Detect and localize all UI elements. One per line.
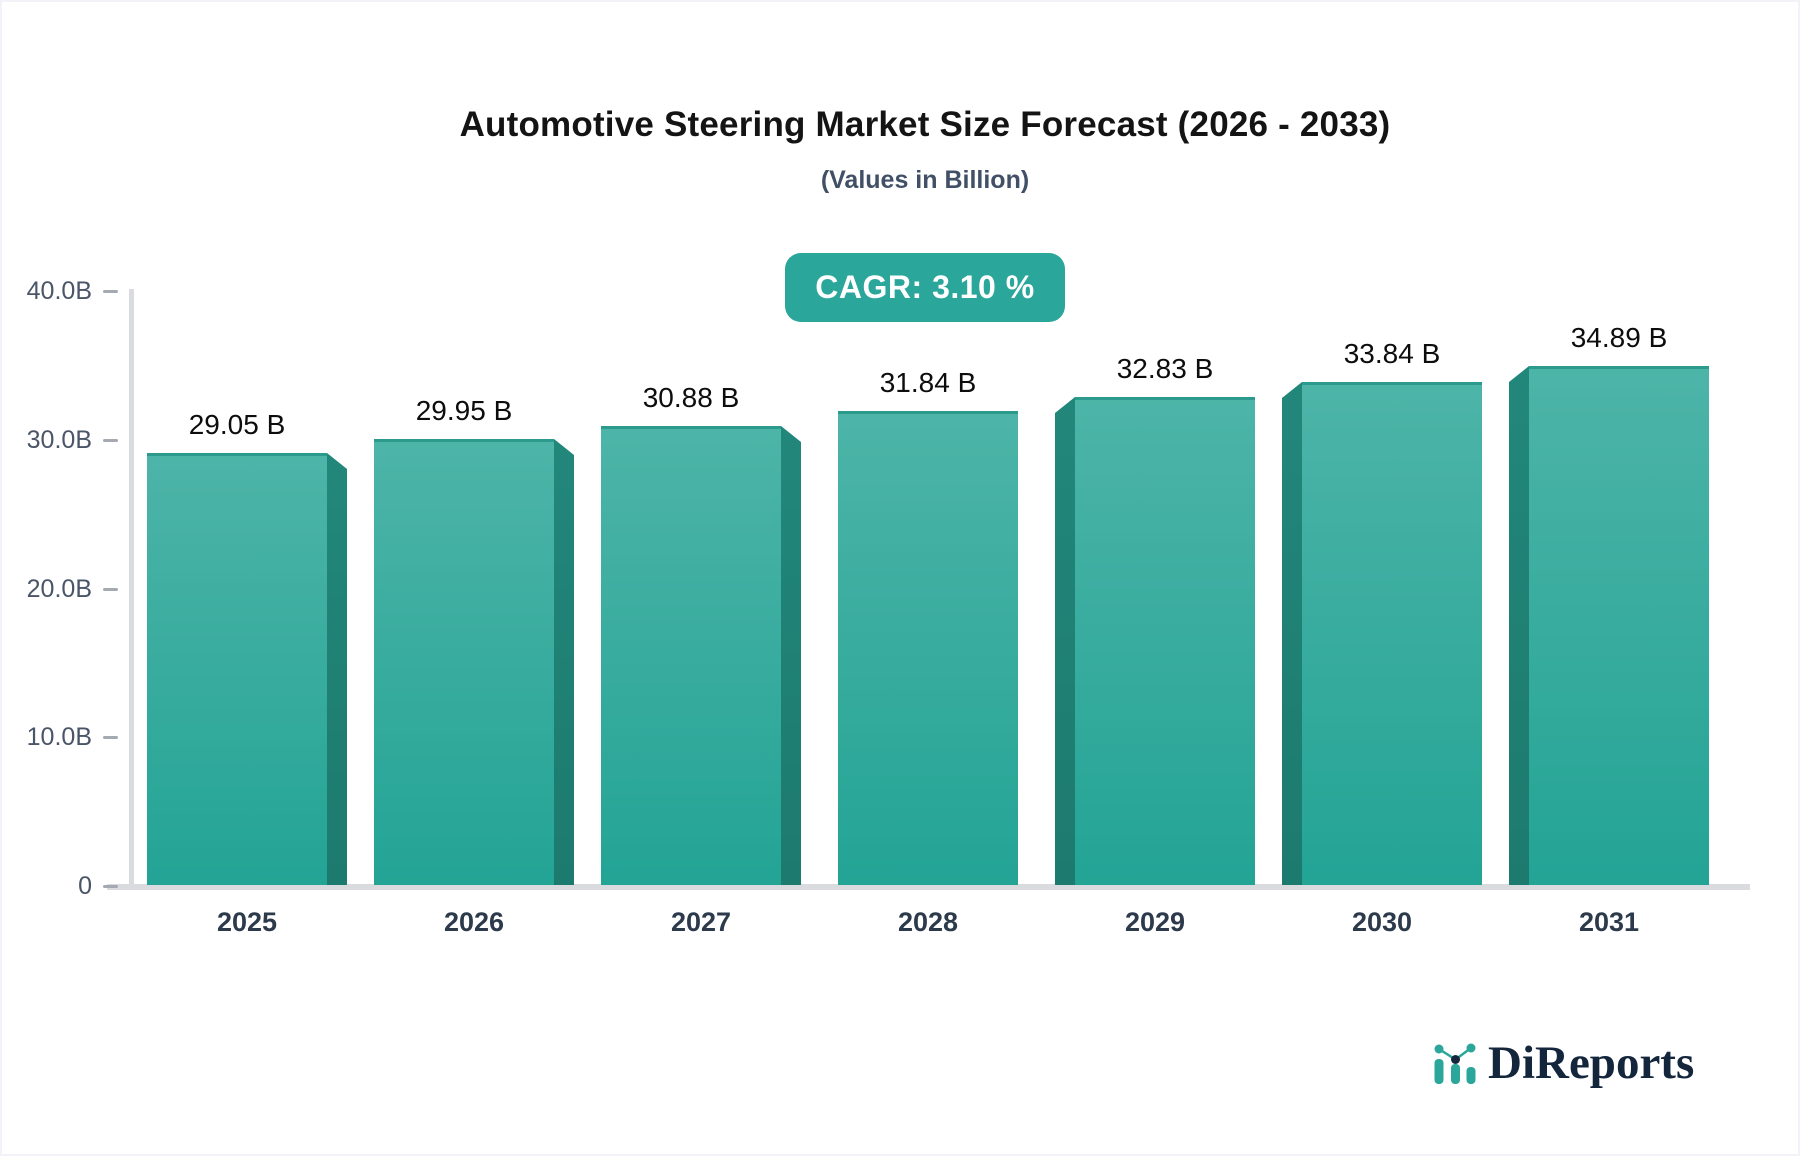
direports-logo-icon xyxy=(1434,1043,1476,1084)
bar-side xyxy=(1282,382,1302,885)
bar xyxy=(1302,382,1482,885)
cagr-badge-row: CAGR: 3.10 % xyxy=(50,253,1800,322)
bar-side xyxy=(1509,366,1529,885)
x-tick-label: 2026 xyxy=(443,907,505,937)
chart-header: Automotive Steering Market Size Forecast… xyxy=(50,0,1800,196)
plot-area: 29.05 B 29.95 B 30.88 B 31.84 B 32.83 B 33.84… xyxy=(133,291,1722,887)
bar xyxy=(147,453,327,885)
bar-side xyxy=(781,426,801,885)
x-tick-label: 2027 xyxy=(670,907,732,937)
bar-value-label: 34.89 B xyxy=(1570,322,1668,353)
y-tick-dash xyxy=(103,588,118,591)
x-axis-baseline xyxy=(107,884,1750,890)
bar-side xyxy=(327,453,347,885)
chart-title: Automotive Steering Market Size Forecast… xyxy=(459,105,1391,144)
bar-value-label: 31.84 B xyxy=(879,367,977,398)
x-tick-label: 2028 xyxy=(897,907,959,937)
bar xyxy=(1529,366,1709,885)
cagr-badge: CAGR: 3.10 % xyxy=(785,253,1065,322)
y-axis-line xyxy=(129,289,134,890)
bar xyxy=(1075,397,1255,885)
bar-value-label: 30.88 B xyxy=(642,382,740,413)
y-tick-dash xyxy=(103,439,118,442)
y-tick-label: 30.0B xyxy=(26,426,92,454)
direports-logo-text: DiReports xyxy=(1488,1037,1695,1089)
x-tick-label: 2030 xyxy=(1351,907,1413,937)
direports-logo: DiReports xyxy=(1430,1030,1750,1092)
bar xyxy=(374,439,554,885)
y-tick-label: 10.0B xyxy=(26,723,92,751)
x-tick-label: 2029 xyxy=(1124,907,1186,937)
bar-value-label: 33.84 B xyxy=(1343,338,1441,369)
bar-value-label: 29.95 B xyxy=(415,395,513,426)
bar xyxy=(601,426,781,885)
bar-value-label: 29.05 B xyxy=(188,409,286,440)
bar xyxy=(838,411,1018,885)
bar-side xyxy=(1055,397,1075,885)
y-tick-label: 20.0B xyxy=(26,575,92,603)
bar-side xyxy=(554,439,574,885)
chart-subtitle: (Values in Billion) xyxy=(820,166,1030,194)
bar-value-label: 32.83 B xyxy=(1116,353,1214,384)
x-tick-label: 2025 xyxy=(216,907,278,937)
y-tick-label: 0 xyxy=(78,872,92,900)
x-tick-label: 2031 xyxy=(1578,907,1640,937)
y-tick-dash xyxy=(103,736,118,739)
